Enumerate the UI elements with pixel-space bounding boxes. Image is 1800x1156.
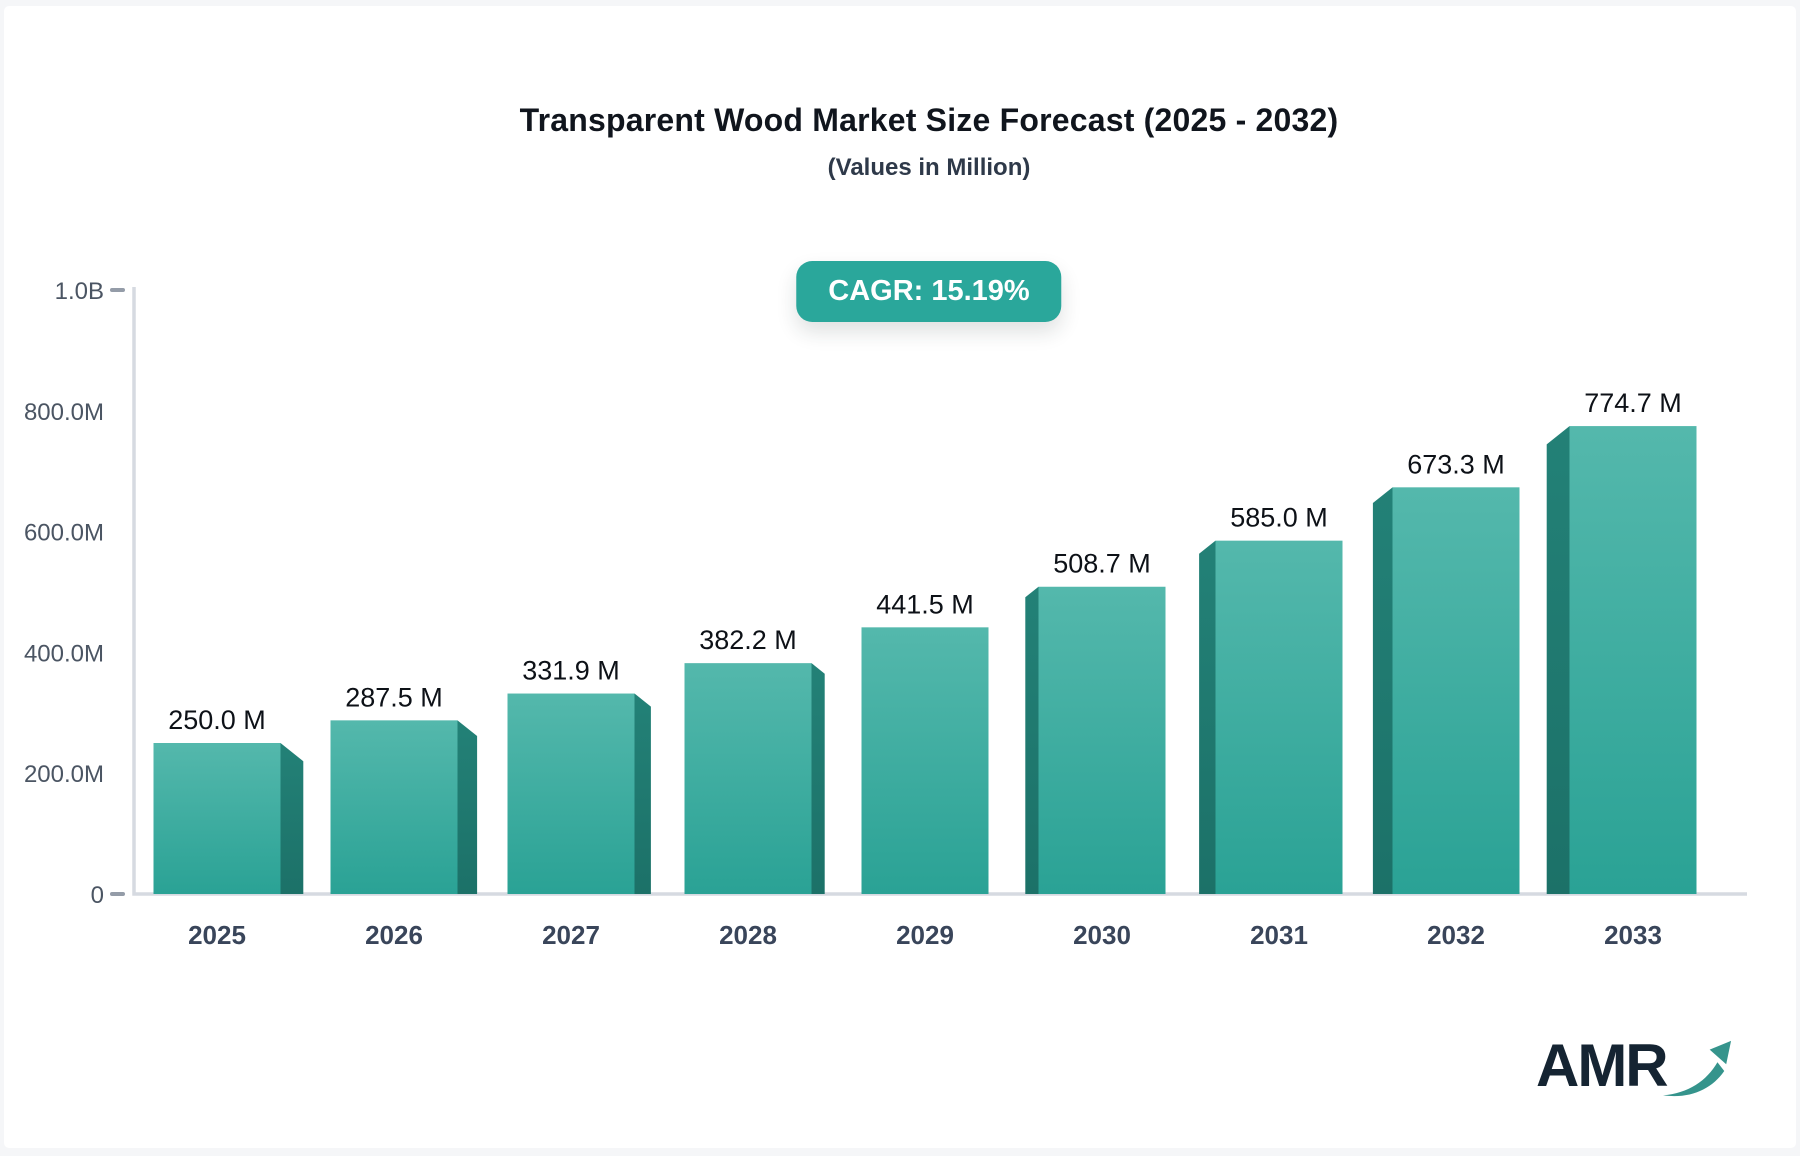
- bar-2033: [1569, 426, 1697, 894]
- y-axis-label: 800.0M: [24, 399, 104, 426]
- x-axis-label: 2033: [1604, 920, 1662, 950]
- amr-logo-text: AMR: [1536, 1032, 1669, 1099]
- bar-value-label: 382.2 M: [699, 625, 797, 655]
- y-axis-tick: [110, 892, 125, 896]
- bar-side: [1025, 586, 1039, 894]
- bar-2030: [1038, 586, 1166, 894]
- y-axis-label: 1.0B: [55, 278, 104, 305]
- bar-side: [457, 720, 478, 894]
- chart-subtitle: (Values in Million): [827, 154, 1031, 181]
- bar-value-label: 287.5 M: [345, 682, 443, 712]
- x-axis-label: 2030: [1073, 920, 1131, 950]
- chart-card: Transparent Wood Market Size Forecast (2…: [4, 6, 1796, 1148]
- bar-side: [1546, 426, 1570, 894]
- bar-value-label: 774.7 M: [1584, 388, 1682, 418]
- bar-value-label: 331.9 M: [522, 656, 620, 686]
- bar-value-label: 673.3 M: [1407, 449, 1505, 479]
- bar-value-label: 585.0 M: [1230, 503, 1328, 533]
- y-axis-label: 0: [91, 882, 104, 909]
- bar-2027: [507, 693, 635, 894]
- bar-value-label: 250.0 M: [168, 705, 266, 735]
- bar-side: [811, 663, 825, 894]
- x-axis-label: 2031: [1250, 920, 1308, 950]
- bar-chart: 1.0B 800.0M 600.0M 400.0M 200.0M 0 250.0 M 2025…: [24, 278, 1747, 950]
- cagr-badge: CAGR: 15.19%: [796, 261, 1062, 322]
- y-axis-label: 200.0M: [24, 761, 104, 788]
- bar-2026: [330, 720, 458, 894]
- x-axis-label: 2027: [542, 920, 600, 950]
- bar-2031: [1215, 540, 1343, 894]
- bar-2029: [861, 627, 989, 894]
- y-axis-tick: [110, 288, 125, 292]
- x-axis-label: 2029: [896, 920, 954, 950]
- bar-side: [634, 693, 651, 894]
- x-axis-label: 2028: [719, 920, 777, 950]
- growth-arrow-icon: [1662, 1040, 1731, 1097]
- bar-side: [1372, 487, 1393, 894]
- bar-value-label: 508.7 M: [1053, 549, 1151, 579]
- y-axis-label: 400.0M: [24, 640, 104, 667]
- bar-2032: [1392, 487, 1520, 894]
- x-axis-label: 2025: [188, 920, 246, 950]
- bar-2025: [153, 743, 281, 894]
- bar-side: [280, 743, 304, 894]
- chart-title: Transparent Wood Market Size Forecast (2…: [519, 102, 1339, 138]
- bar-2028: [684, 663, 812, 894]
- x-axis-label: 2032: [1427, 920, 1485, 950]
- x-axis-label: 2026: [365, 920, 423, 950]
- bar-side: [1199, 540, 1216, 894]
- amr-logo: AMR: [1536, 1036, 1733, 1102]
- bar-value-label: 441.5 M: [876, 589, 974, 619]
- y-axis-label: 600.0M: [24, 520, 104, 547]
